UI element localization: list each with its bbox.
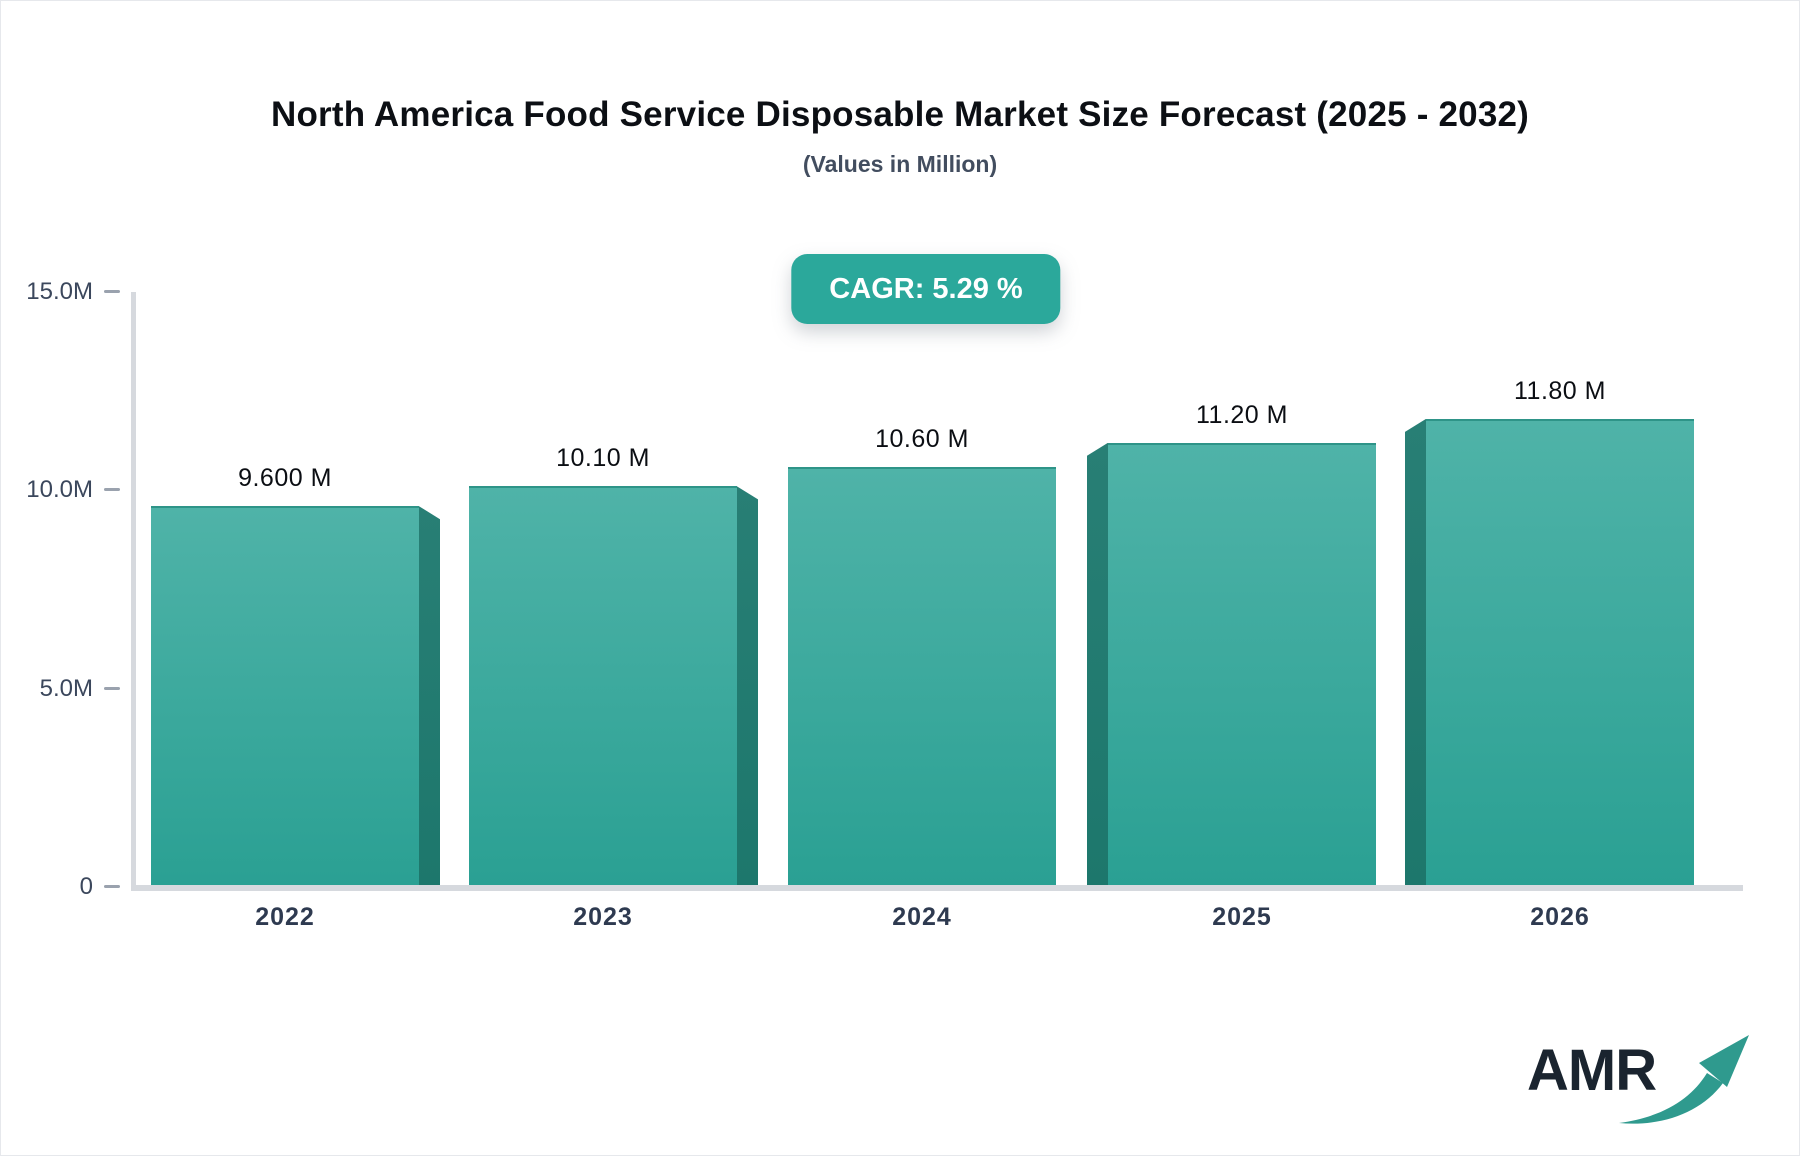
y-axis-tick-label: 5.0M: [39, 674, 93, 702]
chart-title: North America Food Service Disposable Ma…: [270, 95, 1530, 134]
y-axis-tick-mark: [104, 885, 120, 888]
bar-value-label: 10.10 M: [556, 444, 650, 473]
bar-2023: [469, 486, 737, 887]
bar-2022: [151, 506, 419, 887]
bar-value-label: 11.80 M: [1514, 376, 1606, 405]
bar-value-label: 11.20 M: [1196, 400, 1288, 429]
y-axis-tick-mark: [104, 290, 120, 293]
y-axis-tick-label: 15.0M: [26, 278, 93, 305]
bar-value-label: 9.600 M: [238, 464, 332, 493]
bar-value-label: 10.60 M: [875, 424, 969, 453]
bar-2025: [1108, 442, 1376, 887]
y-axis-tick-mark: [104, 686, 120, 690]
y-axis-tick-label: 10.0M: [26, 476, 93, 504]
bar-side-face: [1087, 442, 1108, 887]
x-axis-label: 2025: [1212, 903, 1272, 931]
cagr-badge: CAGR: 5.29 %: [791, 254, 1061, 324]
y-axis-line: [131, 292, 136, 888]
logo-growth-arrow-icon: [1619, 1035, 1749, 1124]
y-axis-tick-mark: [104, 488, 120, 492]
x-axis-label: 2024: [892, 903, 952, 931]
amr-logo-text: AMR: [1527, 1038, 1657, 1103]
x-axis-label: 2026: [1530, 903, 1590, 931]
bar-side-face: [1405, 418, 1426, 887]
x-axis-label: 2022: [255, 903, 315, 931]
bar-side-face: [419, 506, 440, 887]
amr-logo: AMR: [1527, 1027, 1749, 1137]
x-axis-label: 2023: [573, 903, 633, 931]
bar-side-face: [737, 486, 758, 887]
y-axis-tick-label: 0: [79, 873, 93, 900]
bar-2024: [788, 466, 1056, 887]
bar-2026: [1426, 418, 1694, 887]
chart-subtitle: (Values in Million): [802, 151, 998, 177]
x-axis-line: [131, 885, 1743, 891]
